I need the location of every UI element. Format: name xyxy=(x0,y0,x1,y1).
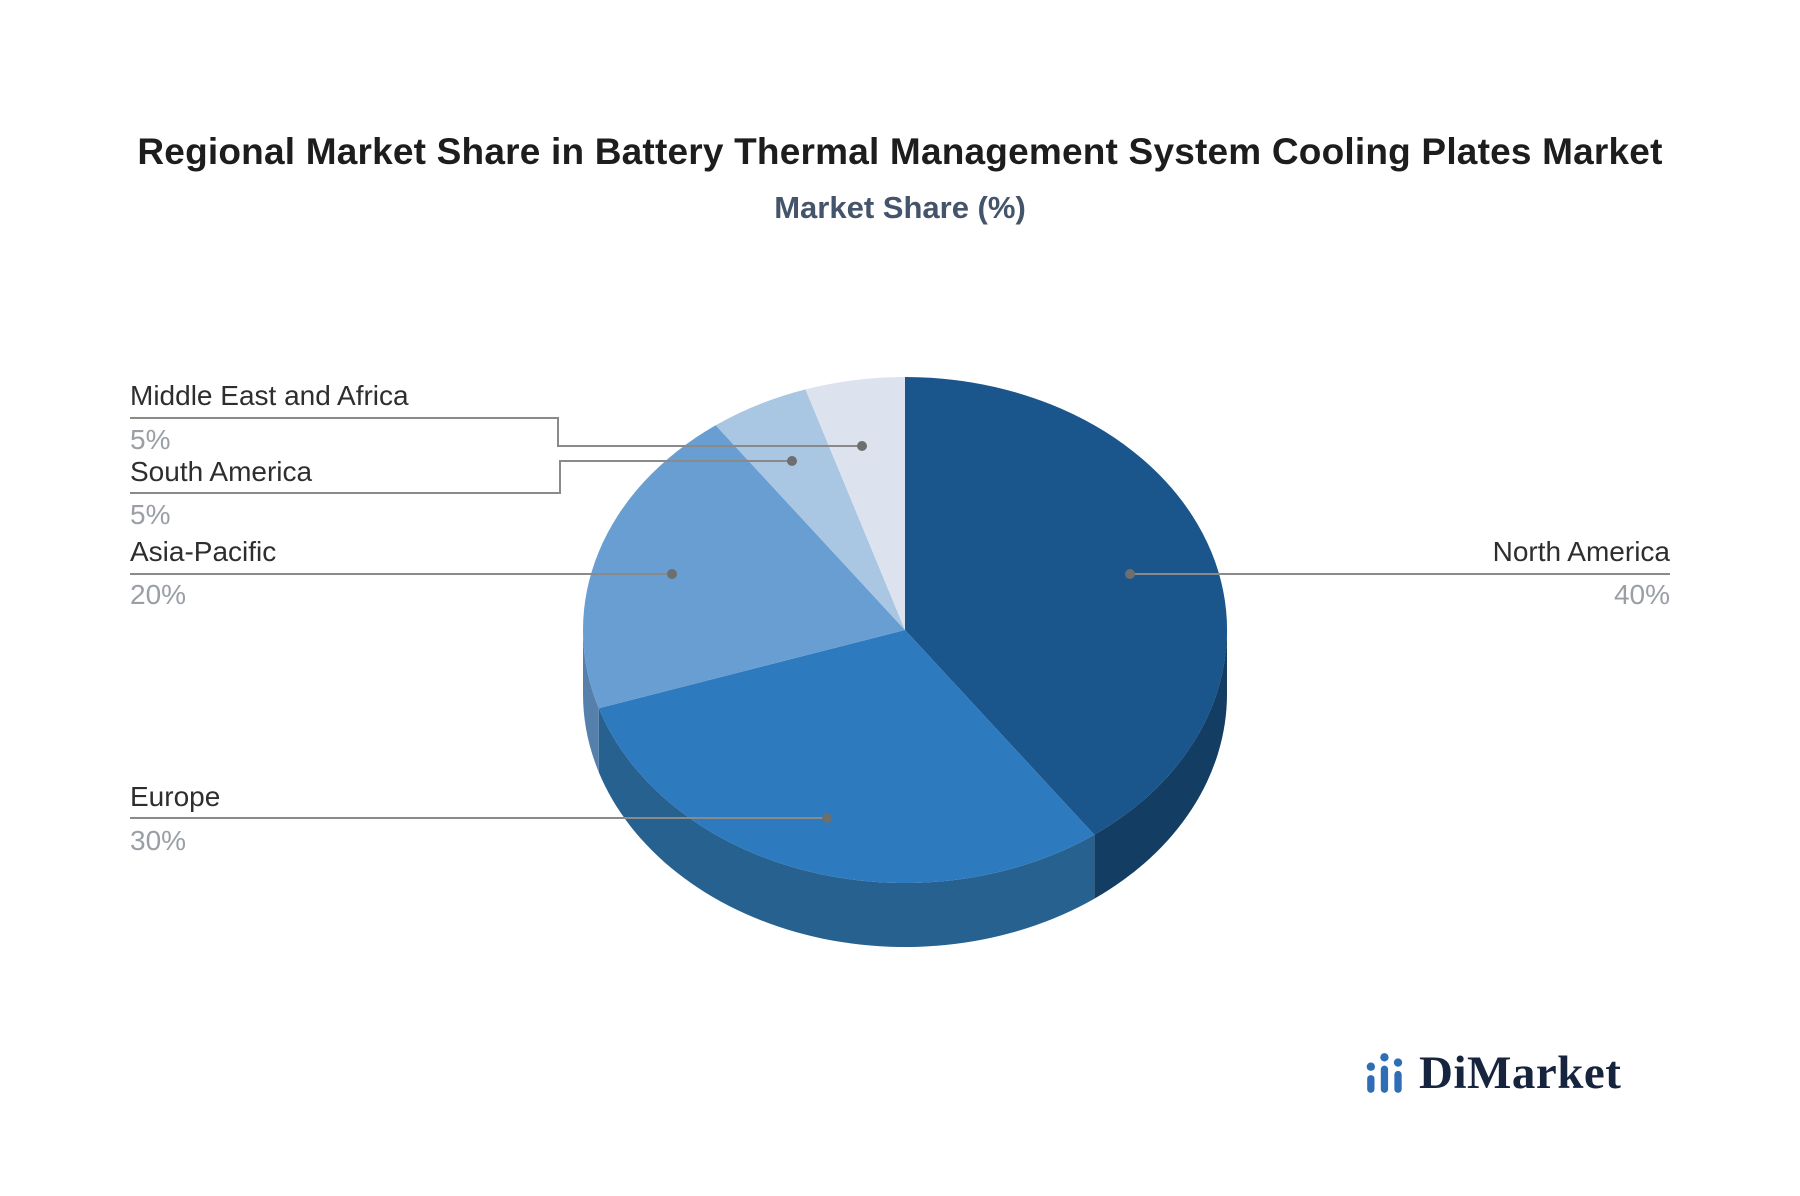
leader-dot-south-america xyxy=(787,456,797,466)
pie-slice-side-2 xyxy=(583,630,599,773)
pie-slice-1 xyxy=(598,630,1095,884)
leader-dot-asia-pacific xyxy=(667,569,677,579)
leader-dot-europe xyxy=(822,813,832,823)
dimarket-logo: DiMarket xyxy=(1363,1046,1621,1100)
pie-slice-side-1 xyxy=(598,708,1095,948)
pct-south-america: 5% xyxy=(130,499,171,530)
pie-slice-0 xyxy=(905,376,1228,835)
dimarket-logo-text: DiMarket xyxy=(1419,1047,1622,1099)
pie-slice-4 xyxy=(805,377,905,630)
chart-subtitle: Market Share (%) xyxy=(774,190,1026,225)
label-asia-pacific: Asia-Pacific xyxy=(130,536,277,567)
leader-middle-east-and-africa xyxy=(130,417,862,447)
bar-chart-icon xyxy=(1366,1053,1403,1093)
leader-dot-north-america xyxy=(1125,569,1135,579)
label-south-america: South America xyxy=(130,456,313,487)
pie-3d xyxy=(583,376,1228,948)
leader-south-america xyxy=(130,460,792,494)
label-europe: Europe xyxy=(130,781,221,812)
pct-middle-east-and-africa: 5% xyxy=(130,424,171,455)
leader-dots xyxy=(667,441,1135,823)
label-middle-east-and-africa: Middle East and Africa xyxy=(130,380,409,411)
pie-slice-2 xyxy=(583,425,905,709)
leader-dot-middle-east-and-africa xyxy=(857,441,867,451)
chart-title: Regional Market Share in Battery Thermal… xyxy=(137,131,1663,172)
pie-slice-side-0 xyxy=(1094,630,1227,899)
pct-europe: 30% xyxy=(130,825,187,856)
label-north-america: North America xyxy=(1492,536,1670,567)
leader-lines xyxy=(130,417,1670,819)
pct-north-america: 40% xyxy=(1613,579,1670,610)
pie-slice-3 xyxy=(715,389,905,630)
pct-asia-pacific: 20% xyxy=(130,579,187,610)
